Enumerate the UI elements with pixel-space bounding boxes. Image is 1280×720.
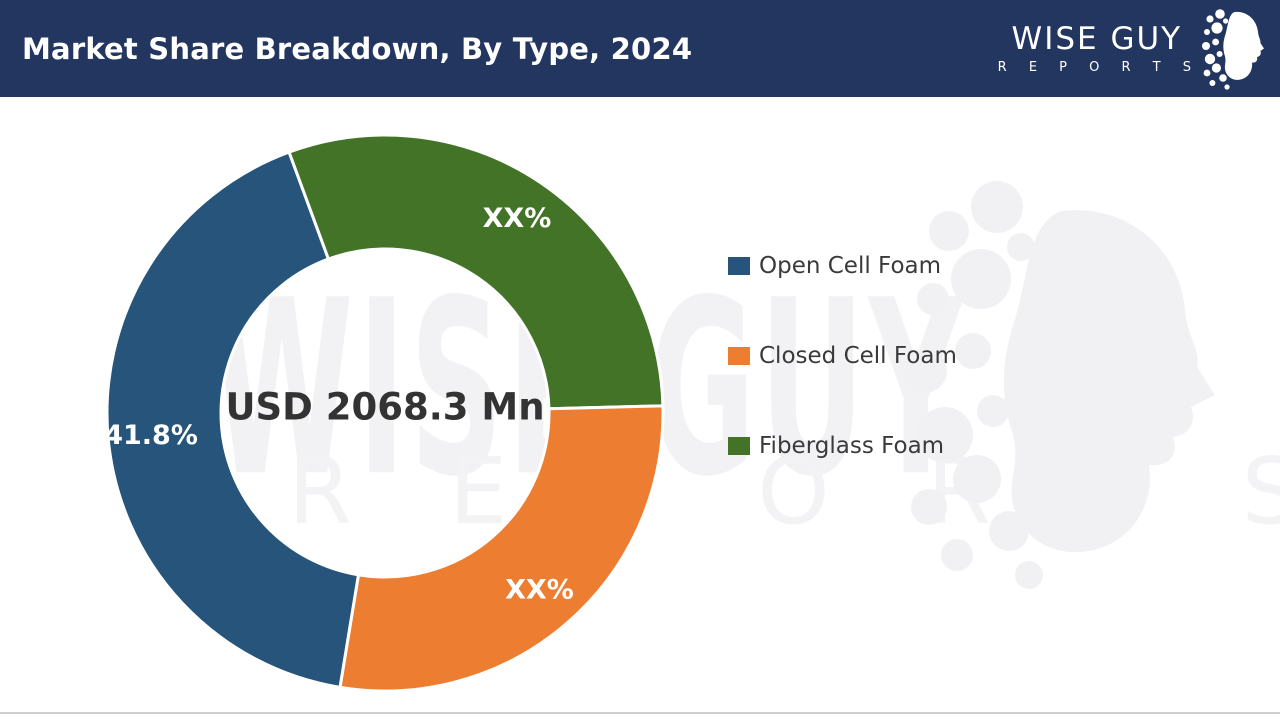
legend-item-fiberglass-foam: Fiberglass Foam <box>728 432 957 460</box>
legend-label: Closed Cell Foam <box>759 343 957 369</box>
page-title: Market Share Breakdown, By Type, 2024 <box>22 31 693 66</box>
legend-label: Open Cell Foam <box>759 253 942 279</box>
slice-label-open-cell-foam: 41.8% <box>104 420 198 451</box>
donut-slice-closed-cell-foam <box>338 404 665 693</box>
watermark-head-icon <box>905 181 1215 589</box>
logo-wordmark: WISE GUY R E P O R T S <box>994 20 1200 75</box>
donut-slice-open-cell-foam <box>105 150 360 689</box>
chart-legend: Open Cell Foam Closed Cell Foam Fibergla… <box>728 252 957 522</box>
legend-swatch-icon <box>728 347 750 365</box>
chart-center-value: USD 2068.3 Mn <box>225 385 545 429</box>
donut-slice-fiberglass-foam <box>287 133 665 411</box>
logo-head-icon <box>1202 8 1264 90</box>
legend-label: Fiberglass Foam <box>759 433 945 459</box>
legend-swatch-icon <box>728 257 750 275</box>
logo-line1: WISE GUY <box>1011 20 1183 57</box>
logo-line2: R E P O R T S <box>997 59 1200 75</box>
header-bar: Market Share Breakdown, By Type, 2024 WI… <box>0 0 1280 97</box>
slice-label-fiberglass-foam: XX% <box>483 203 552 234</box>
bottom-rule <box>0 712 1280 714</box>
slice-label-closed-cell-foam: XX% <box>505 575 574 606</box>
legend-item-open-cell-foam: Open Cell Foam <box>728 252 957 280</box>
legend-swatch-icon <box>728 437 750 455</box>
wise-guy-reports-logo: WISE GUY R E P O R T S <box>994 7 1266 91</box>
legend-item-closed-cell-foam: Closed Cell Foam <box>728 342 957 370</box>
